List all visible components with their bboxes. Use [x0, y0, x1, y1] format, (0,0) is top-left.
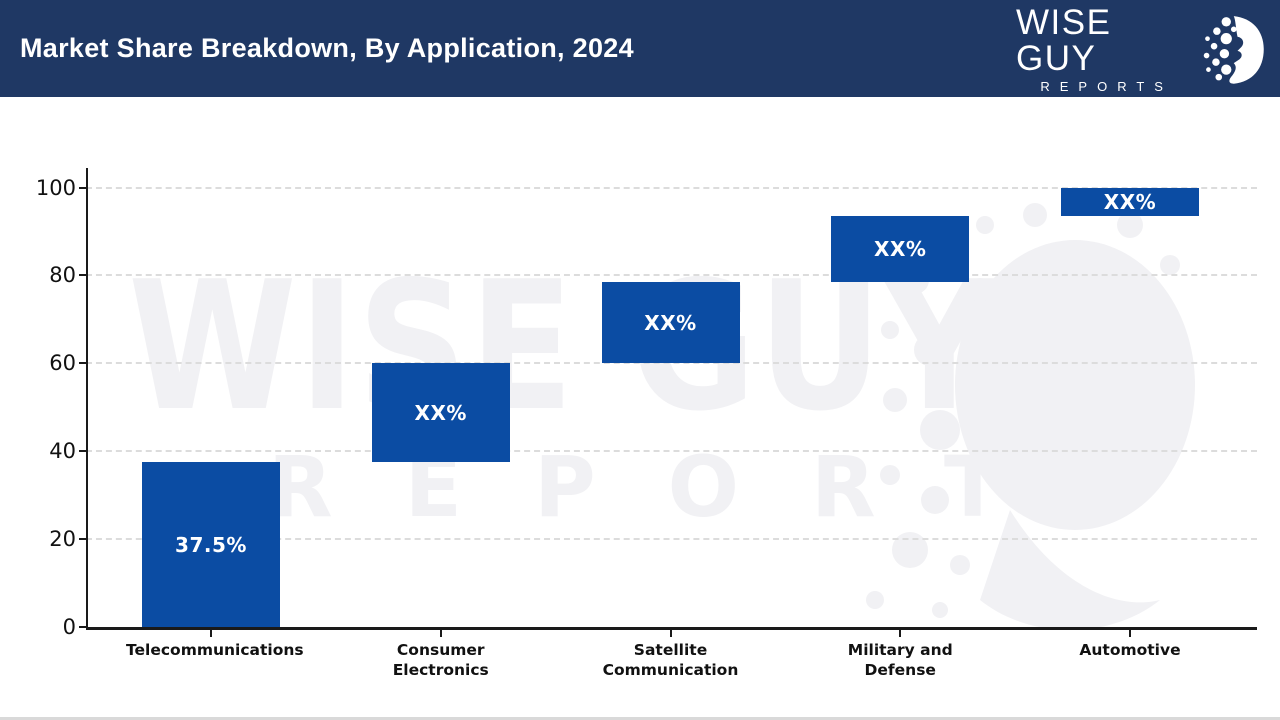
- page-border-bottom: [0, 717, 1280, 720]
- y-tick-60: [79, 362, 86, 365]
- header-banner: Market Share Breakdown, By Application, …: [0, 0, 1280, 97]
- y-tick-40: [79, 450, 86, 453]
- gridline-60: [86, 362, 1257, 365]
- watermark-face-dots: [866, 196, 1195, 630]
- bar-consumer-electronics: [371, 363, 510, 463]
- x-label-automotive: Automotive: [1079, 641, 1181, 659]
- gridline-20: [86, 538, 1257, 541]
- y-tick-label-40: 40: [49, 439, 76, 464]
- x-tick-military-and-defense: [899, 630, 902, 637]
- x-tick-automotive: [1129, 630, 1131, 637]
- bar-telecommunications: [142, 462, 280, 627]
- gridline-80: [86, 274, 1257, 277]
- y-tick-100: [79, 186, 86, 189]
- bar-value-label-satellite-communication: XX%: [644, 310, 697, 335]
- y-tick-label-80: 80: [49, 263, 76, 288]
- y-tick-20: [79, 538, 86, 541]
- y-tick-label-0: 0: [62, 615, 76, 639]
- gridline-40: [86, 450, 1257, 453]
- watermark-wiseguy-text: WISE GUY: [128, 243, 997, 450]
- bar-military-and-defense: [831, 216, 970, 282]
- x-tick-satellite-communication: [669, 630, 672, 637]
- y-tick-80: [79, 274, 86, 277]
- x-axis-line: [86, 627, 1257, 630]
- gridline-100: [86, 186, 1257, 189]
- bar-automotive: [1061, 187, 1199, 217]
- bar-value-label-telecommunications: 37.5%: [175, 532, 247, 557]
- bar-satellite-communication: [601, 281, 740, 364]
- bar-value-label-automotive: XX%: [1103, 189, 1157, 214]
- y-axis-line: [86, 168, 88, 629]
- x-label-consumer-electronics: Consumer Electronics: [392, 641, 489, 679]
- y-tick-label-20: 20: [49, 527, 76, 552]
- bar-value-label-consumer-electronics: XX%: [414, 400, 467, 425]
- x-label-military-and-defense: Military and Defense: [847, 641, 953, 679]
- y-tick-label-100: 100: [35, 175, 76, 200]
- logo-wiseguy-label: WISE GUY: [1016, 2, 1112, 78]
- bar-value-label-military-and-defense: XX%: [874, 237, 927, 262]
- x-tick-telecommunications: [210, 630, 212, 637]
- logo-face-icon: [1204, 16, 1265, 84]
- logo-text: WISE GUY REPORTS: [1016, 2, 1191, 94]
- x-tick-consumer-electronics: [439, 630, 442, 637]
- y-tick-0: [79, 626, 86, 628]
- x-label-satellite-communication: Satellite Communication: [602, 641, 739, 679]
- y-tick-label-60: 60: [49, 351, 76, 376]
- wise-guy-logo: WISE GUY REPORTS: [1016, 4, 1266, 94]
- logo-reports-label: REPORTS: [1040, 78, 1173, 94]
- page-title: Market Share Breakdown, By Application, …: [20, 33, 634, 63]
- x-label-telecommunications: Telecommunications: [126, 641, 304, 659]
